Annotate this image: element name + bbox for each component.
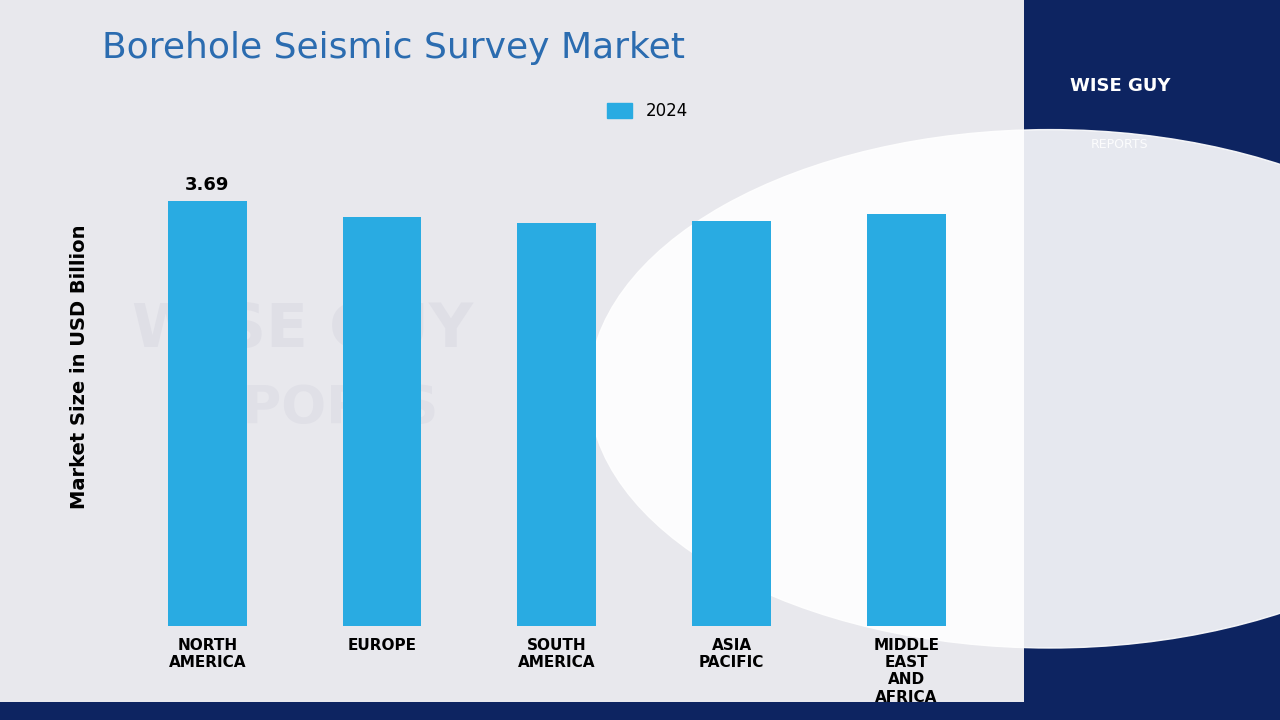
Text: Borehole Seismic Survey Market: Borehole Seismic Survey Market — [102, 31, 685, 65]
Text: 3.69: 3.69 — [186, 176, 229, 194]
Bar — [517, 223, 596, 626]
Text: REPORTS: REPORTS — [166, 382, 439, 435]
Circle shape — [589, 130, 1280, 648]
Bar — [168, 202, 247, 626]
Text: REPORTS: REPORTS — [1091, 138, 1149, 150]
Text: WISE GUY: WISE GUY — [1070, 77, 1170, 95]
Bar — [343, 217, 421, 626]
Bar — [692, 221, 771, 626]
Text: WISE GUY: WISE GUY — [132, 302, 472, 361]
Bar — [867, 214, 946, 626]
Legend: 2024: 2024 — [600, 96, 695, 127]
Y-axis label: Market Size in USD Billion: Market Size in USD Billion — [69, 225, 88, 510]
